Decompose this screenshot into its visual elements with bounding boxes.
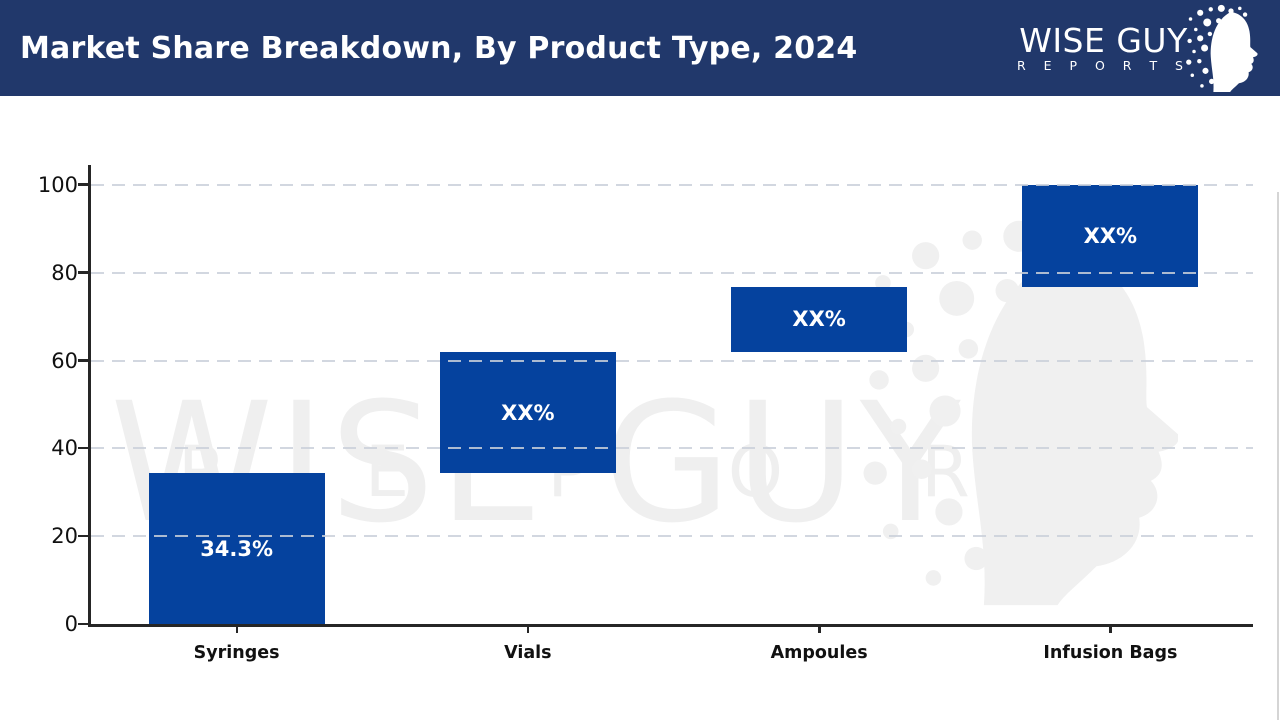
logo-wordmark: WISE GUY [1019, 20, 1188, 60]
x-axis-tick-mark [818, 624, 821, 633]
logo-subtext: R E P O R T S [1016, 57, 1190, 73]
gridline-100 [91, 183, 1253, 186]
bar-vials: XX% [439, 351, 616, 474]
bar-syringes: 34.3% [148, 473, 325, 624]
y-axis-tick-mark [78, 534, 88, 538]
dotted-head-profile-icon [1186, 4, 1258, 92]
gridline-60 [91, 359, 1253, 362]
bar-infusion-bags: XX% [1022, 184, 1199, 287]
gridline-40 [91, 447, 1253, 450]
header-bar: Market Share Breakdown, By Product Type,… [0, 0, 1280, 96]
category-label-infusion-bags: Infusion Bags [1043, 643, 1178, 663]
y-axis-tick-mark [78, 271, 88, 274]
x-axis-tick-mark [235, 624, 239, 633]
y-axis-tick-label: 40 [51, 436, 78, 461]
plot-area: 0 20 40 60 80 100 34.3% Syringes XX% Vials XX% Ampo… [38, 165, 1253, 663]
category-label-syringes: Syringes [193, 643, 280, 663]
y-axis-tick-label: 100 [37, 172, 78, 197]
y-axis-tick-label: 20 [51, 524, 78, 549]
y-axis-tick-label: 60 [51, 348, 78, 373]
x-axis-tick-mark [526, 624, 530, 633]
bar-value-label: XX% [501, 400, 555, 425]
chart-title: Market Share Breakdown, By Product Type,… [20, 30, 858, 66]
y-axis-tick-mark [78, 183, 88, 186]
x-axis-tick-mark [1109, 624, 1112, 633]
bar-value-label: XX% [1083, 223, 1138, 248]
gridline-20 [91, 535, 1253, 538]
chart-area: WISE GUY R E P O R T S 0 20 40 60 80 100 34.3%… [0, 96, 1280, 720]
category-label-vials: Vials [504, 643, 552, 663]
frame-right-border [1277, 192, 1279, 720]
bar-value-label: XX% [792, 307, 846, 332]
category-label-ampoules: Ampoules [770, 643, 868, 663]
watermark-head-profile-icon [863, 220, 1178, 606]
y-axis-tick-mark [78, 446, 88, 450]
y-axis-tick-label: 80 [51, 260, 78, 285]
brand-logo: WISE GUY R E P O R T S [1017, 4, 1266, 92]
y-axis-tick-label: 0 [64, 612, 78, 636]
bar-ampoules: XX% [731, 286, 908, 352]
gridline-80 [91, 271, 1253, 274]
logo-text: WISE GUY R E P O R T S [1017, 24, 1190, 73]
bar-value-label: 34.3% [200, 536, 274, 561]
y-axis-tick-mark [78, 359, 88, 362]
y-axis-tick-mark [78, 622, 88, 625]
